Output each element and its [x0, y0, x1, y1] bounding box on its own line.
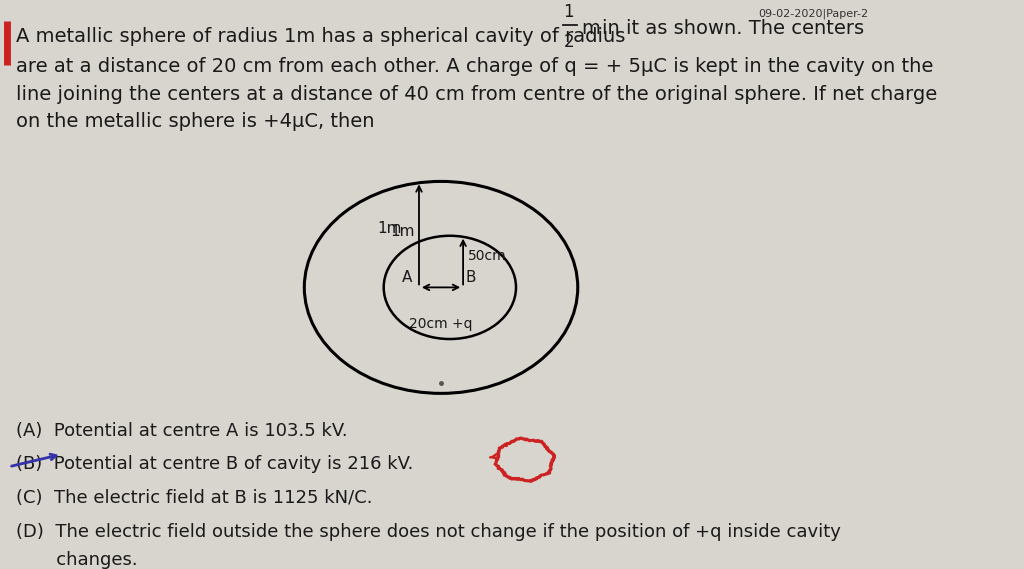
Text: (D)  The electric field outside the sphere does not change if the position of +q: (D) The electric field outside the spher… [16, 523, 841, 541]
Text: line joining the centers at a distance of 40 cm from centre of the original sphe: line joining the centers at a distance o… [16, 85, 937, 104]
Text: are at a distance of 20 cm from each other. A charge of q = + 5μC is kept in the: are at a distance of 20 cm from each oth… [16, 57, 933, 76]
Text: 2: 2 [563, 33, 574, 51]
Text: A metallic sphere of radius 1m has a spherical cavity of radius: A metallic sphere of radius 1m has a sph… [16, 27, 626, 46]
Text: changes.: changes. [16, 551, 137, 569]
Text: 1m: 1m [377, 221, 401, 237]
Text: m: m [582, 19, 600, 38]
Text: (A)  Potential at centre A is 103.5 kV.: (A) Potential at centre A is 103.5 kV. [16, 422, 347, 440]
Text: 1: 1 [563, 2, 574, 20]
Text: 50cm: 50cm [468, 249, 506, 263]
Text: 1m: 1m [390, 224, 415, 239]
Text: on the metallic sphere is +4μC, then: on the metallic sphere is +4μC, then [16, 112, 375, 131]
Text: 20cm +q: 20cm +q [410, 318, 473, 331]
Text: (C)  The electric field at B is 1125 kN/C.: (C) The electric field at B is 1125 kN/C… [16, 489, 373, 507]
Text: 09-02-2020|Paper-2: 09-02-2020|Paper-2 [759, 9, 868, 19]
Text: in it as shown. The centers: in it as shown. The centers [602, 19, 864, 38]
Text: B: B [466, 270, 476, 284]
Text: A: A [401, 270, 412, 284]
Text: (B)  Potential at centre B of cavity is 216 kV.: (B) Potential at centre B of cavity is 2… [16, 455, 414, 473]
